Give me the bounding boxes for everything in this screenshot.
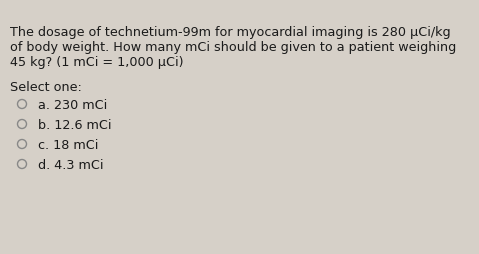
Text: The dosage of technetium-99m for myocardial imaging is 280 μCi/kg: The dosage of technetium-99m for myocard…: [10, 26, 451, 39]
Text: Select one:: Select one:: [10, 81, 82, 94]
Text: of body weight. How many mCi should be given to a patient weighing: of body weight. How many mCi should be g…: [10, 41, 456, 54]
Text: a. 230 mCi: a. 230 mCi: [38, 99, 107, 112]
Text: b. 12.6 mCi: b. 12.6 mCi: [38, 119, 112, 132]
Text: d. 4.3 mCi: d. 4.3 mCi: [38, 159, 103, 172]
Text: c. 18 mCi: c. 18 mCi: [38, 139, 98, 152]
Text: 45 kg? (1 mCi = 1,000 μCi): 45 kg? (1 mCi = 1,000 μCi): [10, 56, 183, 69]
